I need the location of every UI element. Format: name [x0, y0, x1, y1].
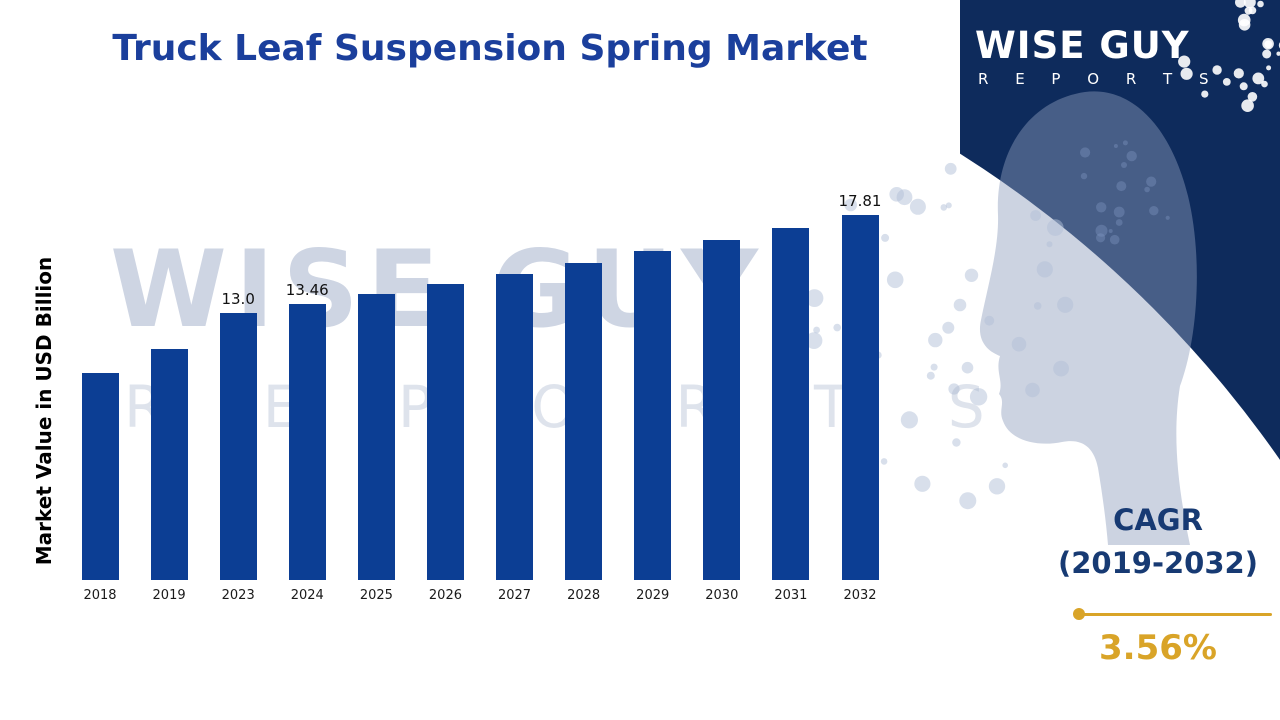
x-axis-tick-label: 2023: [221, 588, 255, 603]
bar: [426, 284, 464, 580]
cagr-label: CAGR: [1113, 503, 1203, 537]
cagr-block: CAGR (2019-2032): [1040, 503, 1276, 580]
x-axis-tick-label: 2024: [290, 588, 324, 603]
bar-group: 13.0 2023: [204, 290, 272, 603]
bar-group: 2026: [411, 284, 479, 603]
x-axis-tick-label: 2027: [497, 588, 532, 603]
bar-value-label: 13.0: [221, 290, 255, 308]
bar: [496, 274, 534, 580]
bar: [565, 263, 603, 580]
cagr-period: (2019-2032): [1058, 546, 1258, 580]
x-axis-tick-label: 2028: [567, 588, 601, 603]
bar: [772, 228, 810, 580]
chart-title: Truck Leaf Suspension Spring Market: [112, 28, 868, 69]
bar: [288, 304, 326, 580]
bar: [150, 349, 188, 580]
bar: [703, 240, 741, 580]
x-axis-tick-label: 2018: [83, 588, 117, 603]
logo: WISE GUY R E P O R T S: [975, 24, 1219, 88]
logo-wordmark: WISE GUY: [975, 24, 1190, 67]
bar-group: 2031: [757, 228, 825, 603]
bar: [357, 294, 395, 580]
bar: [219, 313, 257, 580]
logo-subtext: R E P O R T S: [978, 70, 1220, 88]
bar-group: 2029: [619, 251, 687, 603]
bar-group: 2027: [481, 274, 549, 603]
bar: [841, 215, 879, 580]
bar-value-label: 13.46: [285, 281, 329, 299]
cagr-value: 3.56%: [1099, 628, 1217, 668]
bar-group: 2025: [342, 294, 410, 603]
x-axis-tick-label: 2030: [705, 588, 739, 603]
bar-group: 2019: [135, 349, 203, 603]
x-axis-tick-label: 2029: [636, 588, 670, 603]
bar-group: 17.81 2032: [826, 192, 894, 603]
bar: [634, 251, 672, 580]
bar-group: 2018: [66, 373, 134, 603]
bar-group: 2028: [550, 263, 618, 603]
x-axis-tick-label: 2032: [843, 588, 877, 603]
bar-group: 13.46 2024: [273, 281, 341, 603]
bar-value-label: 17.81: [838, 192, 882, 210]
gold-accent-dot: [1073, 608, 1085, 620]
bar-group: 2030: [688, 240, 756, 603]
x-axis-tick-label: 2031: [774, 588, 808, 603]
x-axis-tick-label: 2026: [428, 588, 462, 603]
x-axis-tick-label: 2019: [152, 588, 186, 603]
x-axis-tick-label: 2025: [359, 588, 393, 603]
bar: [81, 373, 119, 580]
gold-accent-line: [1078, 613, 1272, 616]
